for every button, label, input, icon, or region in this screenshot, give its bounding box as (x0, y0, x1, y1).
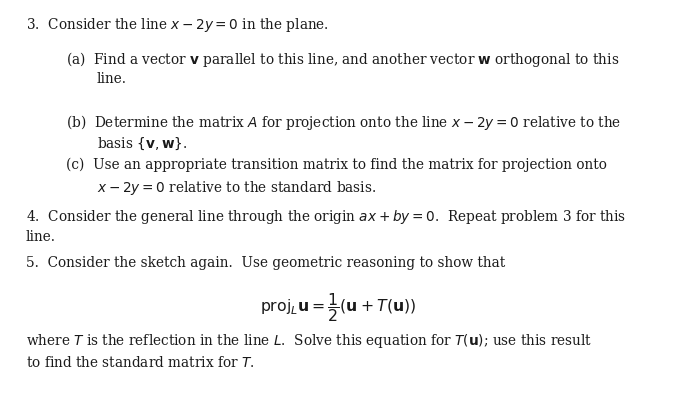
Text: $\mathrm{proj}_L\mathbf{u} = \dfrac{1}{2}(\mathbf{u} + T(\mathbf{u}))$: $\mathrm{proj}_L\mathbf{u} = \dfrac{1}{2… (260, 291, 416, 324)
Text: where $T$ is the reflection in the line $L$.  Solve this equation for $T(\mathbf: where $T$ is the reflection in the line … (26, 332, 592, 350)
Text: line.: line. (97, 72, 126, 86)
Text: 5.  Consider the sketch again.  Use geometric reasoning to show that: 5. Consider the sketch again. Use geomet… (26, 256, 505, 269)
Text: 3.  Consider the line $x - 2y = 0$ in the plane.: 3. Consider the line $x - 2y = 0$ in the… (26, 16, 329, 34)
Text: basis $\{\mathbf{v}, \mathbf{w}\}$.: basis $\{\mathbf{v}, \mathbf{w}\}$. (97, 135, 187, 152)
Text: 4.  Consider the general line through the origin $ax + by = 0$.  Repeat problem : 4. Consider the general line through the… (26, 208, 626, 226)
Text: (c)  Use an appropriate transition matrix to find the matrix for projection onto: (c) Use an appropriate transition matrix… (66, 157, 607, 172)
Text: line.: line. (26, 230, 55, 244)
Text: to find the standard matrix for $T$.: to find the standard matrix for $T$. (26, 355, 254, 370)
Text: $x - 2y = 0$ relative to the standard basis.: $x - 2y = 0$ relative to the standard ba… (97, 179, 376, 197)
Text: (b)  Determine the matrix $A$ for projection onto the line $x - 2y = 0$ relative: (b) Determine the matrix $A$ for project… (66, 113, 621, 133)
Text: (a)  Find a vector $\mathbf{v}$ parallel to this line, and another vector $\math: (a) Find a vector $\mathbf{v}$ parallel … (66, 50, 620, 69)
